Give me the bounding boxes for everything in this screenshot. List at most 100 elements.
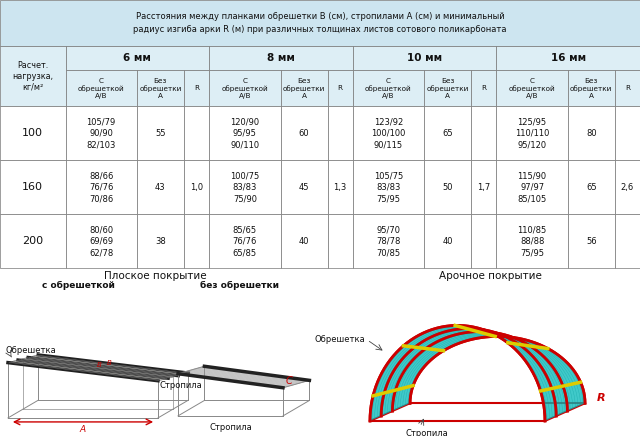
Text: 88/66
76/76
70/86: 88/66 76/76 70/86 bbox=[89, 171, 113, 203]
Text: Расстояния между планками обрешетки B (см), стропилами A (см) и минимальный
ради: Расстояния между планками обрешетки B (с… bbox=[133, 12, 507, 34]
Bar bbox=[65, 160, 137, 214]
Text: С
обрешеткой
A/B: С обрешеткой A/B bbox=[509, 78, 556, 99]
Bar bbox=[615, 70, 640, 106]
Polygon shape bbox=[8, 355, 188, 381]
Polygon shape bbox=[28, 355, 188, 376]
Text: Стропила: Стропила bbox=[209, 423, 252, 432]
Bar bbox=[497, 70, 568, 106]
Text: 85/65
76/76
65/85: 85/65 76/76 65/85 bbox=[233, 225, 257, 257]
Text: R: R bbox=[481, 85, 486, 91]
Text: 100/75
83/83
75/90: 100/75 83/83 75/90 bbox=[230, 171, 259, 203]
Text: 200: 200 bbox=[22, 236, 44, 246]
Text: 6 мм: 6 мм bbox=[124, 53, 151, 63]
Text: с обрешеткой: с обрешеткой bbox=[42, 281, 115, 290]
Bar bbox=[615, 106, 640, 160]
Bar bbox=[209, 160, 280, 214]
Bar bbox=[615, 214, 640, 268]
Polygon shape bbox=[8, 360, 168, 381]
Text: 115/90
97/97
85/105: 115/90 97/97 85/105 bbox=[518, 171, 547, 203]
Bar bbox=[0, 0, 640, 46]
Bar bbox=[471, 214, 497, 268]
Text: 2,6: 2,6 bbox=[621, 183, 634, 192]
Bar bbox=[0, 214, 65, 268]
Bar bbox=[65, 214, 137, 268]
Text: 45: 45 bbox=[299, 183, 309, 192]
Bar bbox=[280, 214, 328, 268]
Bar bbox=[471, 160, 497, 214]
Text: Без
обрешетки
A: Без обрешетки A bbox=[570, 78, 612, 99]
Text: Обрешетка: Обрешетка bbox=[314, 335, 365, 344]
Text: 100: 100 bbox=[22, 128, 44, 138]
Text: A: A bbox=[80, 425, 86, 434]
Bar bbox=[209, 70, 280, 106]
Bar bbox=[471, 106, 497, 160]
Bar bbox=[497, 160, 568, 214]
Text: С
обрешеткой
A/B: С обрешеткой A/B bbox=[221, 78, 268, 99]
Text: С
обрешеткой
A/B: С обрешеткой A/B bbox=[365, 78, 412, 99]
Polygon shape bbox=[370, 325, 585, 421]
Text: 56: 56 bbox=[586, 237, 596, 246]
Text: Без
обрешетки
A: Без обрешетки A bbox=[426, 78, 469, 99]
Text: 40: 40 bbox=[442, 237, 453, 246]
Bar bbox=[568, 214, 615, 268]
Bar bbox=[424, 106, 471, 160]
Bar bbox=[209, 214, 280, 268]
Text: Плоское покрытие: Плоское покрытие bbox=[104, 271, 206, 281]
Bar bbox=[471, 70, 497, 106]
Text: 160: 160 bbox=[22, 182, 44, 192]
Text: 80/60
69/69
62/78: 80/60 69/69 62/78 bbox=[89, 225, 113, 257]
Bar bbox=[0, 46, 65, 106]
Text: Стропила: Стропила bbox=[405, 429, 448, 436]
Bar bbox=[65, 46, 209, 70]
Bar bbox=[209, 106, 280, 160]
Polygon shape bbox=[18, 358, 178, 378]
Text: Без
обрешетки
A: Без обрешетки A bbox=[140, 78, 182, 99]
Text: B: B bbox=[97, 362, 102, 368]
Text: 65: 65 bbox=[442, 129, 453, 138]
Text: 50: 50 bbox=[442, 183, 453, 192]
Text: 16 мм: 16 мм bbox=[550, 53, 586, 63]
Text: 1,3: 1,3 bbox=[333, 183, 347, 192]
Text: 110/85
88/88
75/95: 110/85 88/88 75/95 bbox=[518, 225, 547, 257]
Text: 105/75
83/83
75/95: 105/75 83/83 75/95 bbox=[374, 171, 403, 203]
Text: 40: 40 bbox=[299, 237, 309, 246]
Bar bbox=[424, 160, 471, 214]
Bar bbox=[328, 214, 353, 268]
Polygon shape bbox=[178, 366, 309, 388]
Text: Обрешетка: Обрешетка bbox=[6, 346, 57, 354]
Bar bbox=[184, 214, 209, 268]
Bar bbox=[65, 70, 137, 106]
Bar bbox=[497, 106, 568, 160]
Bar bbox=[568, 70, 615, 106]
Text: 55: 55 bbox=[155, 129, 166, 138]
Bar bbox=[137, 160, 184, 214]
Bar bbox=[328, 70, 353, 106]
Text: 1,0: 1,0 bbox=[190, 183, 203, 192]
Text: 120/90
95/95
90/110: 120/90 95/95 90/110 bbox=[230, 117, 259, 150]
Bar bbox=[0, 106, 65, 160]
Text: R: R bbox=[625, 85, 630, 91]
Bar bbox=[280, 106, 328, 160]
Text: 123/92
100/100
90/115: 123/92 100/100 90/115 bbox=[371, 117, 406, 150]
Text: 80: 80 bbox=[586, 129, 596, 138]
Text: R: R bbox=[338, 85, 342, 91]
Text: B: B bbox=[107, 360, 112, 365]
Text: C: C bbox=[286, 376, 292, 386]
Bar bbox=[184, 70, 209, 106]
Text: 125/95
110/110
95/120: 125/95 110/110 95/120 bbox=[515, 117, 549, 150]
Bar bbox=[353, 160, 424, 214]
Bar bbox=[497, 214, 568, 268]
Text: С
обрешеткой
A/B: С обрешеткой A/B bbox=[78, 78, 125, 99]
Text: 10 мм: 10 мм bbox=[407, 53, 442, 63]
Text: Арочное покрытие: Арочное покрытие bbox=[438, 271, 541, 281]
Text: 95/70
78/78
70/85: 95/70 78/78 70/85 bbox=[376, 225, 401, 257]
Bar bbox=[568, 106, 615, 160]
Bar bbox=[280, 70, 328, 106]
Bar bbox=[353, 70, 424, 106]
Text: Без
обрешетки
A: Без обрешетки A bbox=[283, 78, 325, 99]
Bar bbox=[328, 106, 353, 160]
Bar bbox=[568, 160, 615, 214]
Text: 43: 43 bbox=[155, 183, 166, 192]
Text: 60: 60 bbox=[299, 129, 309, 138]
Bar bbox=[65, 106, 137, 160]
